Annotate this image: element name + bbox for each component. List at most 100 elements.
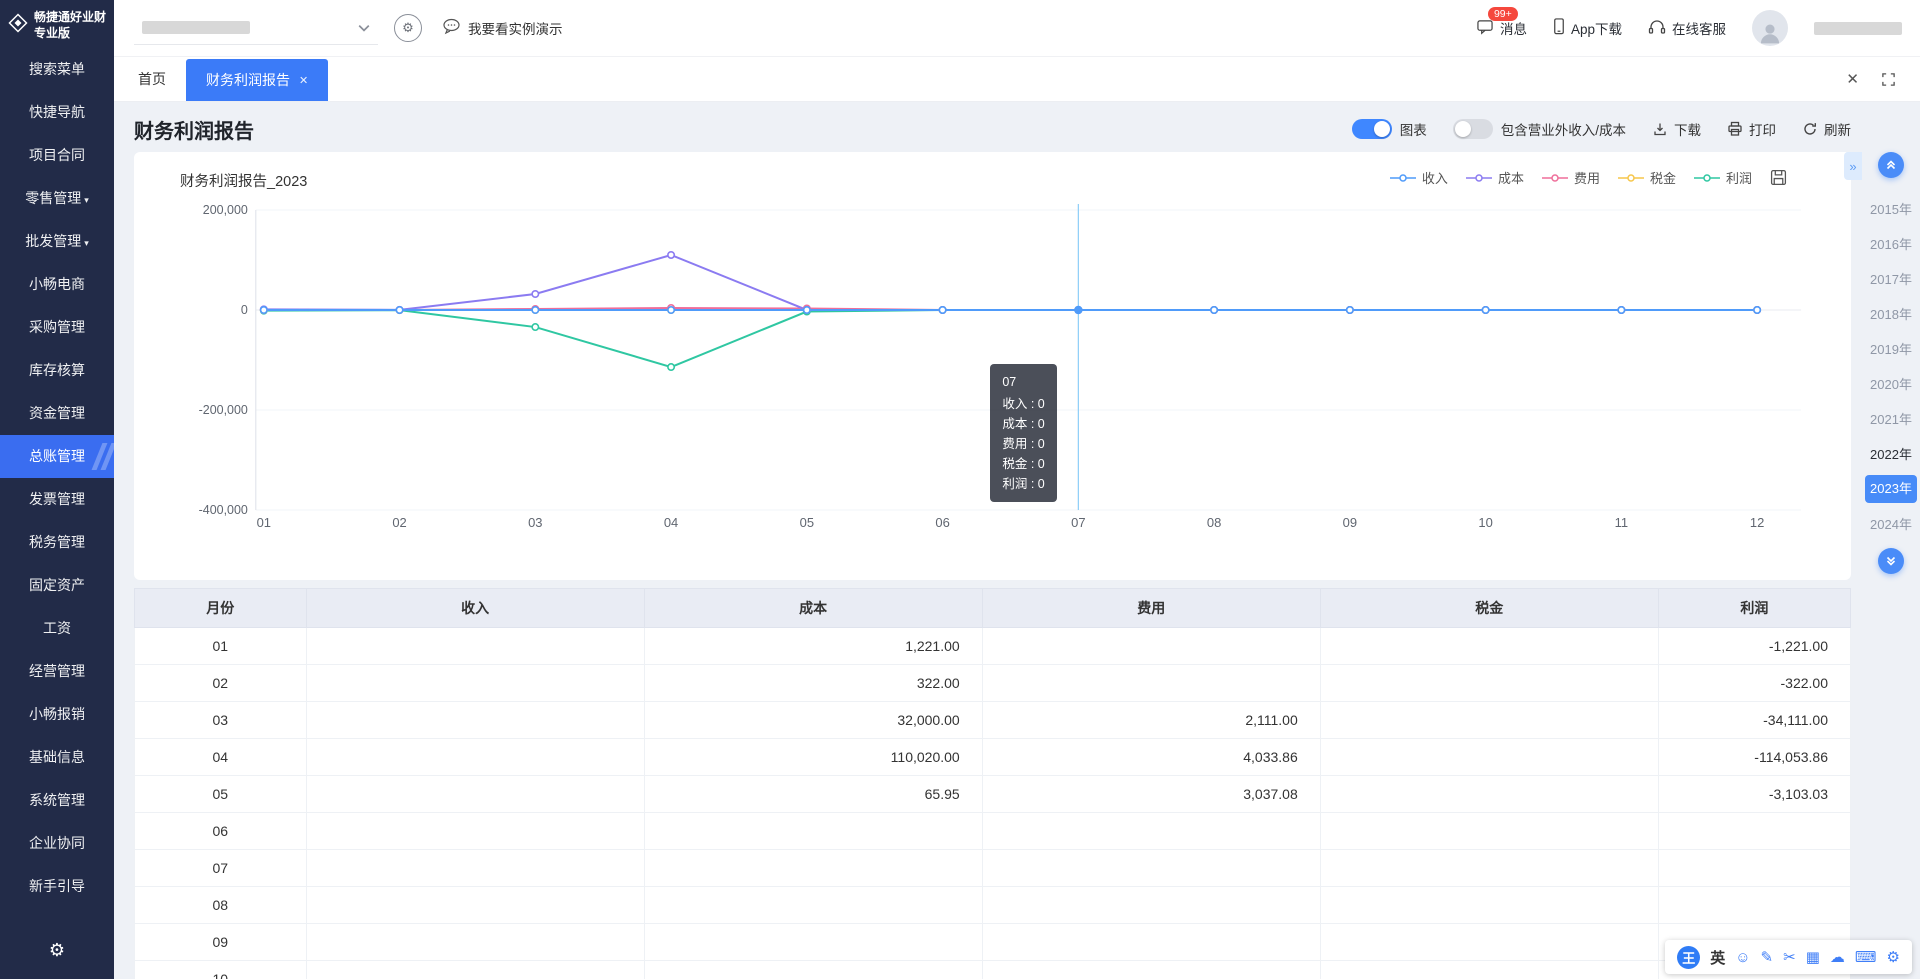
sidebar-item-fixed-assets[interactable]: 固定资产 xyxy=(0,564,114,607)
tab-profit-report[interactable]: 财务利润报告 ✕ xyxy=(186,59,329,101)
year-option-2020[interactable]: 2020年 xyxy=(1870,377,1912,392)
sidebar-item-retail-management[interactable]: 零售管理 ▾ xyxy=(0,177,114,220)
sidebar-item-wholesale-management[interactable]: 批发管理 ▾ xyxy=(0,220,114,263)
sidebar-item-label: 资金管理 xyxy=(29,405,85,422)
svg-text:06: 06 xyxy=(935,515,949,530)
sidebar-item-beginner-guide[interactable]: 新手引导 xyxy=(0,865,114,908)
cloud-icon[interactable]: ☁ xyxy=(1829,948,1845,966)
cell-value: 3,037.08 xyxy=(981,775,1321,813)
ime-language-mode[interactable]: 英 xyxy=(1710,949,1726,967)
cell-value xyxy=(305,664,645,702)
online-service-button[interactable]: 在线客服 xyxy=(1648,18,1726,38)
year-option-2022[interactable]: 2022年 xyxy=(1870,447,1912,462)
sidebar-item-enterprise-collaboration[interactable]: 企业协同 xyxy=(0,822,114,865)
close-tab-icon[interactable]: ✕ xyxy=(299,74,309,87)
year-option-2024[interactable]: 2024年 xyxy=(1870,517,1912,532)
sidebar-settings-gear-icon[interactable]: ⚙ xyxy=(48,940,66,960)
legend-item-income[interactable]: 收入 xyxy=(1389,168,1448,187)
year-option-2018[interactable]: 2018年 xyxy=(1870,307,1912,322)
print-button[interactable]: 打印 xyxy=(1727,119,1776,139)
sidebar-item-label: 发票管理 xyxy=(29,491,85,508)
cell-value xyxy=(305,886,645,924)
sidebar-item-fund-management[interactable]: 资金管理 xyxy=(0,392,114,435)
sidebar-item-business-management[interactable]: 经营管理 xyxy=(0,650,114,693)
include-nonoperating-toggle[interactable] xyxy=(1452,119,1493,139)
scroll-years-up-button[interactable] xyxy=(1878,152,1904,178)
app-download-button[interactable]: App下载 xyxy=(1553,18,1622,38)
legend-item-tax[interactable]: 税金 xyxy=(1617,168,1676,187)
download-icon xyxy=(1654,123,1666,136)
sidebar-item-basic-info[interactable]: 基础信息 xyxy=(0,736,114,779)
download-button[interactable]: 下载 xyxy=(1652,119,1701,139)
cell-month: 02 xyxy=(134,664,307,702)
tab-label: 首页 xyxy=(138,71,166,87)
sidebar-item-xiaochang-expense[interactable]: 小畅报销 xyxy=(0,693,114,736)
year-option-2015[interactable]: 2015年 xyxy=(1870,202,1912,217)
gear-icon[interactable]: ⚙ xyxy=(1886,948,1900,966)
legend-item-cost[interactable]: 成本 xyxy=(1465,168,1524,187)
sidebar-item-general-ledger[interactable]: 总账管理 xyxy=(0,435,114,479)
sidebar-item-inventory-accounting[interactable]: 库存核算 xyxy=(0,349,114,392)
demo-link[interactable]: 我要看实例演示 xyxy=(442,18,563,38)
tab-home[interactable]: 首页 xyxy=(118,57,186,101)
avatar[interactable] xyxy=(1752,10,1788,46)
chevron-down-icon xyxy=(358,24,370,32)
close-icon[interactable]: ✕ xyxy=(1846,71,1859,88)
sidebar-item-xiaochang-ecommerce[interactable]: 小畅电商 xyxy=(0,263,114,306)
sidebar-item-search-menu[interactable]: 搜索菜单 xyxy=(0,48,114,91)
sidebar-item-payroll[interactable]: 工资 xyxy=(0,607,114,650)
line-chart[interactable]: 200,000 0 -200,000 -400,000 01 02 03 04 05 06 07 08… xyxy=(154,194,1831,534)
content-area: 财务利润报告 图表 包含营业外收入/成本 下载 xyxy=(114,102,1920,979)
save-image-icon[interactable] xyxy=(1770,169,1787,186)
sidebar-item-purchase-management[interactable]: 采购管理 xyxy=(0,306,114,349)
table-row: 03 32,000.00 2,111.00 -34,111.00 xyxy=(134,701,1852,739)
legend-item-expense[interactable]: 费用 xyxy=(1541,168,1600,187)
scissors-icon[interactable]: ✂ xyxy=(1783,948,1796,966)
legend-marker-icon xyxy=(1389,173,1416,182)
sidebar-item-tax-management[interactable]: 税务管理 xyxy=(0,521,114,564)
legend-label: 利润 xyxy=(1725,171,1752,186)
fullscreen-icon[interactable] xyxy=(1881,72,1896,87)
ime-logo[interactable]: 王 xyxy=(1677,945,1701,969)
year-panel-expand-handle[interactable]: » xyxy=(1844,152,1862,180)
sidebar-item-label: 零售管理 xyxy=(25,190,82,207)
chart-toggle[interactable] xyxy=(1351,119,1392,139)
cell-value xyxy=(981,886,1321,924)
tab-label: 财务利润报告 xyxy=(206,72,290,88)
sidebar-item-project-contract[interactable]: 项目合同 xyxy=(0,134,114,177)
year-option-2017[interactable]: 2017年 xyxy=(1870,272,1912,287)
sidebar-item-quick-nav[interactable]: 快捷导航 xyxy=(0,91,114,134)
year-option-2016[interactable]: 2016年 xyxy=(1870,237,1912,252)
year-option-2023[interactable]: 2023年 xyxy=(1865,475,1917,503)
pencil-icon[interactable]: ✎ xyxy=(1760,948,1774,966)
year-option-2019[interactable]: 2019年 xyxy=(1870,342,1912,357)
download-label: 下载 xyxy=(1674,123,1701,138)
sidebar-item-invoice-management[interactable]: 发票管理 xyxy=(0,478,114,521)
online-service-label: 在线客服 xyxy=(1672,22,1726,37)
table-header-row: 月份 收入 成本 费用 税金 利润 xyxy=(134,588,1852,628)
refresh-button[interactable]: 刷新 xyxy=(1802,119,1851,139)
legend-item-profit[interactable]: 利润 xyxy=(1693,168,1752,187)
org-selector[interactable] xyxy=(134,12,378,45)
cell-value xyxy=(981,627,1321,665)
cell-value: 110,020.00 xyxy=(643,738,983,776)
topbar: ⚙ 我要看实例演示 99+ xyxy=(114,0,1920,57)
sidebar-item-system-management[interactable]: 系统管理 xyxy=(0,779,114,822)
nonop-toggle-group: 包含营业外收入/成本 xyxy=(1452,119,1626,139)
tab-list: 首页 财务利润报告 ✕ xyxy=(114,57,329,101)
grid-icon[interactable]: ▦ xyxy=(1805,948,1820,966)
messages-button[interactable]: 99+ 消息 xyxy=(1476,7,1527,38)
column-header-month: 月份 xyxy=(134,588,307,628)
keyboard-icon[interactable]: ⌨ xyxy=(1854,948,1877,966)
scroll-years-down-button[interactable] xyxy=(1878,548,1904,574)
gear-icon[interactable]: ⚙ xyxy=(394,14,422,42)
cell-value: 4,033.86 xyxy=(981,738,1321,776)
svg-text:200,000: 200,000 xyxy=(203,203,248,217)
ime-toolbar[interactable]: 王 英 ☺ ✎ ✂ ▦ ☁ ⌨ ⚙ xyxy=(1665,940,1912,974)
sidebar-item-label: 税务管理 xyxy=(29,534,85,551)
cell-month: 09 xyxy=(134,923,307,961)
smiley-icon[interactable]: ☺ xyxy=(1735,948,1751,966)
year-option-2021[interactable]: 2021年 xyxy=(1870,412,1912,427)
cell-value xyxy=(1319,738,1659,776)
page-title: 财务利润报告 xyxy=(134,120,254,143)
